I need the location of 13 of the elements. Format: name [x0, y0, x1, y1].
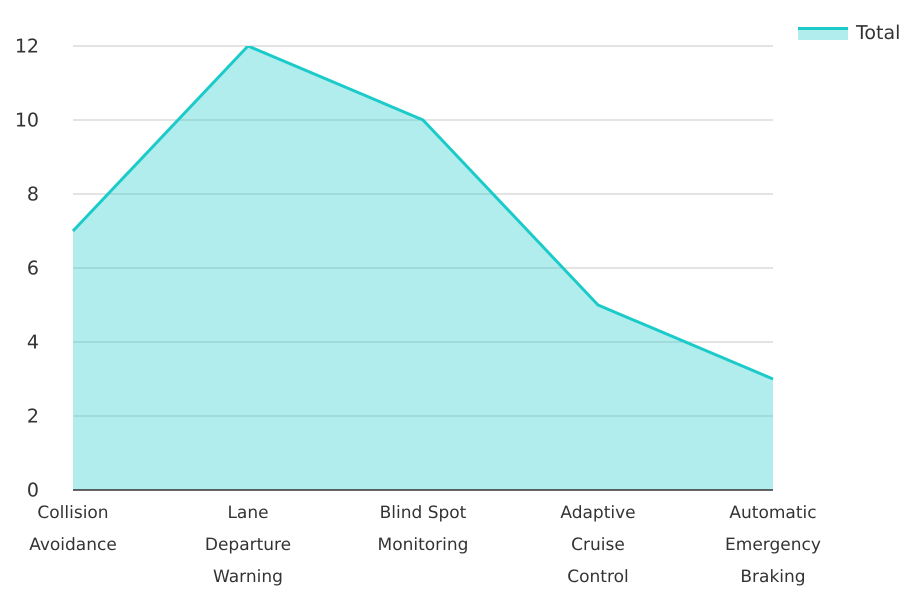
legend-label: Total — [856, 22, 900, 44]
x-tick-label: Automatic Emergency Braking — [725, 503, 821, 587]
x-tick-label: Lane Departure Warning — [204, 503, 292, 587]
y-tick-label: 4 — [26, 332, 39, 354]
y-tick-label: 10 — [14, 110, 39, 132]
x-tick-label: Blind Spot Monitoring — [378, 503, 468, 555]
x-tick-label: Adaptive Cruise Control — [560, 503, 636, 587]
y-tick-label: 0 — [26, 480, 39, 502]
y-tick-label: 6 — [26, 258, 39, 280]
y-tick-label: 12 — [14, 36, 39, 58]
y-tick-label: 8 — [26, 184, 39, 206]
x-tick-label: Collision Avoidance — [29, 503, 117, 555]
y-tick-label: 2 — [26, 406, 39, 428]
